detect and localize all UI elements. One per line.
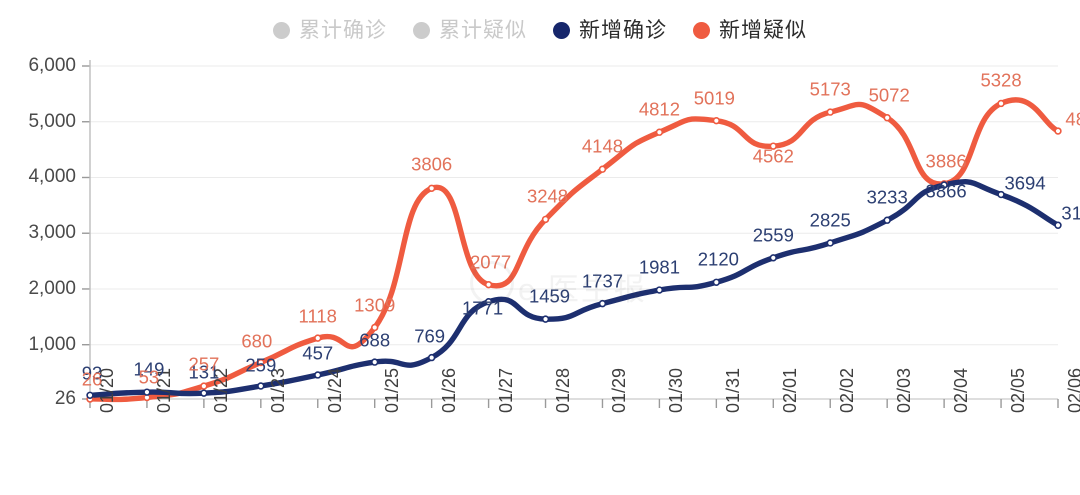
y-axis-tick-label: 3,000: [28, 222, 76, 244]
x-axis-tick-label: 01/31: [723, 367, 744, 413]
data-point: [427, 184, 436, 192]
x-axis-tick-label: 01/23: [267, 367, 288, 413]
data-point: [200, 389, 208, 397]
data-point: [371, 358, 379, 366]
data-point: [143, 388, 151, 396]
data-point: [826, 108, 834, 116]
data-point: [371, 323, 379, 332]
data-point: [314, 371, 322, 379]
y-axis-tick-label: 1,000: [28, 333, 76, 355]
data-point: [257, 358, 265, 367]
legend-new-confirmed[interactable]: 新增确诊: [553, 20, 667, 41]
legend-label: 新增确诊: [579, 18, 667, 42]
data-point: [427, 353, 436, 362]
data-point: [655, 128, 664, 136]
x-axis-tick-label: 01/26: [438, 367, 459, 413]
data-point: [997, 99, 1005, 108]
x-axis-tick-label: 01/25: [381, 367, 402, 413]
data-point: [541, 215, 550, 224]
legend-dot-icon: [413, 21, 430, 39]
data-point: [86, 391, 94, 399]
x-axis-tick-label: 01/22: [210, 367, 231, 413]
legend-dot-icon: [553, 21, 570, 39]
data-point: [883, 114, 891, 122]
legend-label: 累计疑似: [439, 18, 527, 42]
x-axis: 01/20 01/21 01/22 01/23 01/24 01/25 01/26 01/27…: [0, 52, 1080, 495]
x-axis-tick-label: 02/06: [1065, 367, 1080, 413]
y-axis-tick-label: 4,000: [28, 166, 76, 188]
data-point: [712, 278, 721, 286]
data-point: [1054, 221, 1062, 229]
legend-dot-icon: [693, 21, 710, 39]
data-point: [484, 298, 493, 306]
data-point: [655, 286, 664, 294]
data-point: [541, 315, 550, 323]
x-axis-tick-label: 02/01: [780, 367, 801, 413]
x-axis-tick-label: 02/03: [894, 367, 915, 413]
data-point: [940, 181, 948, 189]
legend-label: 累计确诊: [299, 18, 387, 42]
x-axis-tick-label: 02/05: [1008, 367, 1029, 413]
x-axis-tick-label: 01/24: [324, 367, 345, 413]
data-point: [883, 216, 891, 224]
legend-cumulative-confirmed[interactable]: 累计确诊: [273, 20, 387, 41]
data-point: [769, 142, 777, 150]
x-axis-tick-label: 01/29: [609, 367, 630, 413]
legend-label: 新增疑似: [719, 18, 807, 42]
data-point: [257, 382, 265, 390]
data-point: [598, 165, 607, 173]
data-point: [1054, 127, 1062, 135]
data-point: [769, 254, 777, 262]
legend-new-suspected[interactable]: 新增疑似: [693, 20, 807, 41]
y-axis-tick-label: 26: [54, 388, 76, 409]
series-line-new-suspected: [87, 97, 1061, 403]
chart-svg: [82, 60, 1062, 408]
data-point: [997, 190, 1005, 199]
legend-dot-icon: [273, 21, 290, 39]
x-axis-tick-label: 01/20: [97, 367, 117, 413]
y-axis: 26 1,000 2,000 3,000 4,000 5,000 6,000: [0, 52, 1080, 495]
legend-cumulative-suspected[interactable]: 累计疑似: [413, 20, 527, 41]
data-point: [598, 299, 607, 308]
plot-area: 26 1,000 2,000 3,000 4,000 5,000 6,000 01/20 01…: [0, 52, 1080, 495]
y-axis-tick-label: 2,000: [28, 277, 76, 299]
x-axis-tick-label: 01/30: [666, 367, 687, 413]
chart-legend: 累计确诊 累计疑似 新增确诊 新增疑似: [0, 8, 1080, 52]
x-axis-tick-label: 02/02: [837, 367, 858, 413]
data-point: [826, 239, 834, 247]
x-axis-tick-label: 02/04: [951, 367, 972, 413]
data-point: [200, 382, 208, 390]
x-axis-tick-label: 01/28: [552, 367, 573, 413]
y-axis-tick-label: 5,000: [28, 110, 76, 132]
y-axis-tick-label: 6,000: [28, 55, 76, 76]
x-axis-tick-label: 01/21: [153, 367, 174, 413]
data-point: [484, 280, 493, 289]
data-point: [314, 334, 322, 342]
data-point: [712, 116, 721, 125]
x-axis-tick-label: 01/27: [495, 367, 516, 413]
